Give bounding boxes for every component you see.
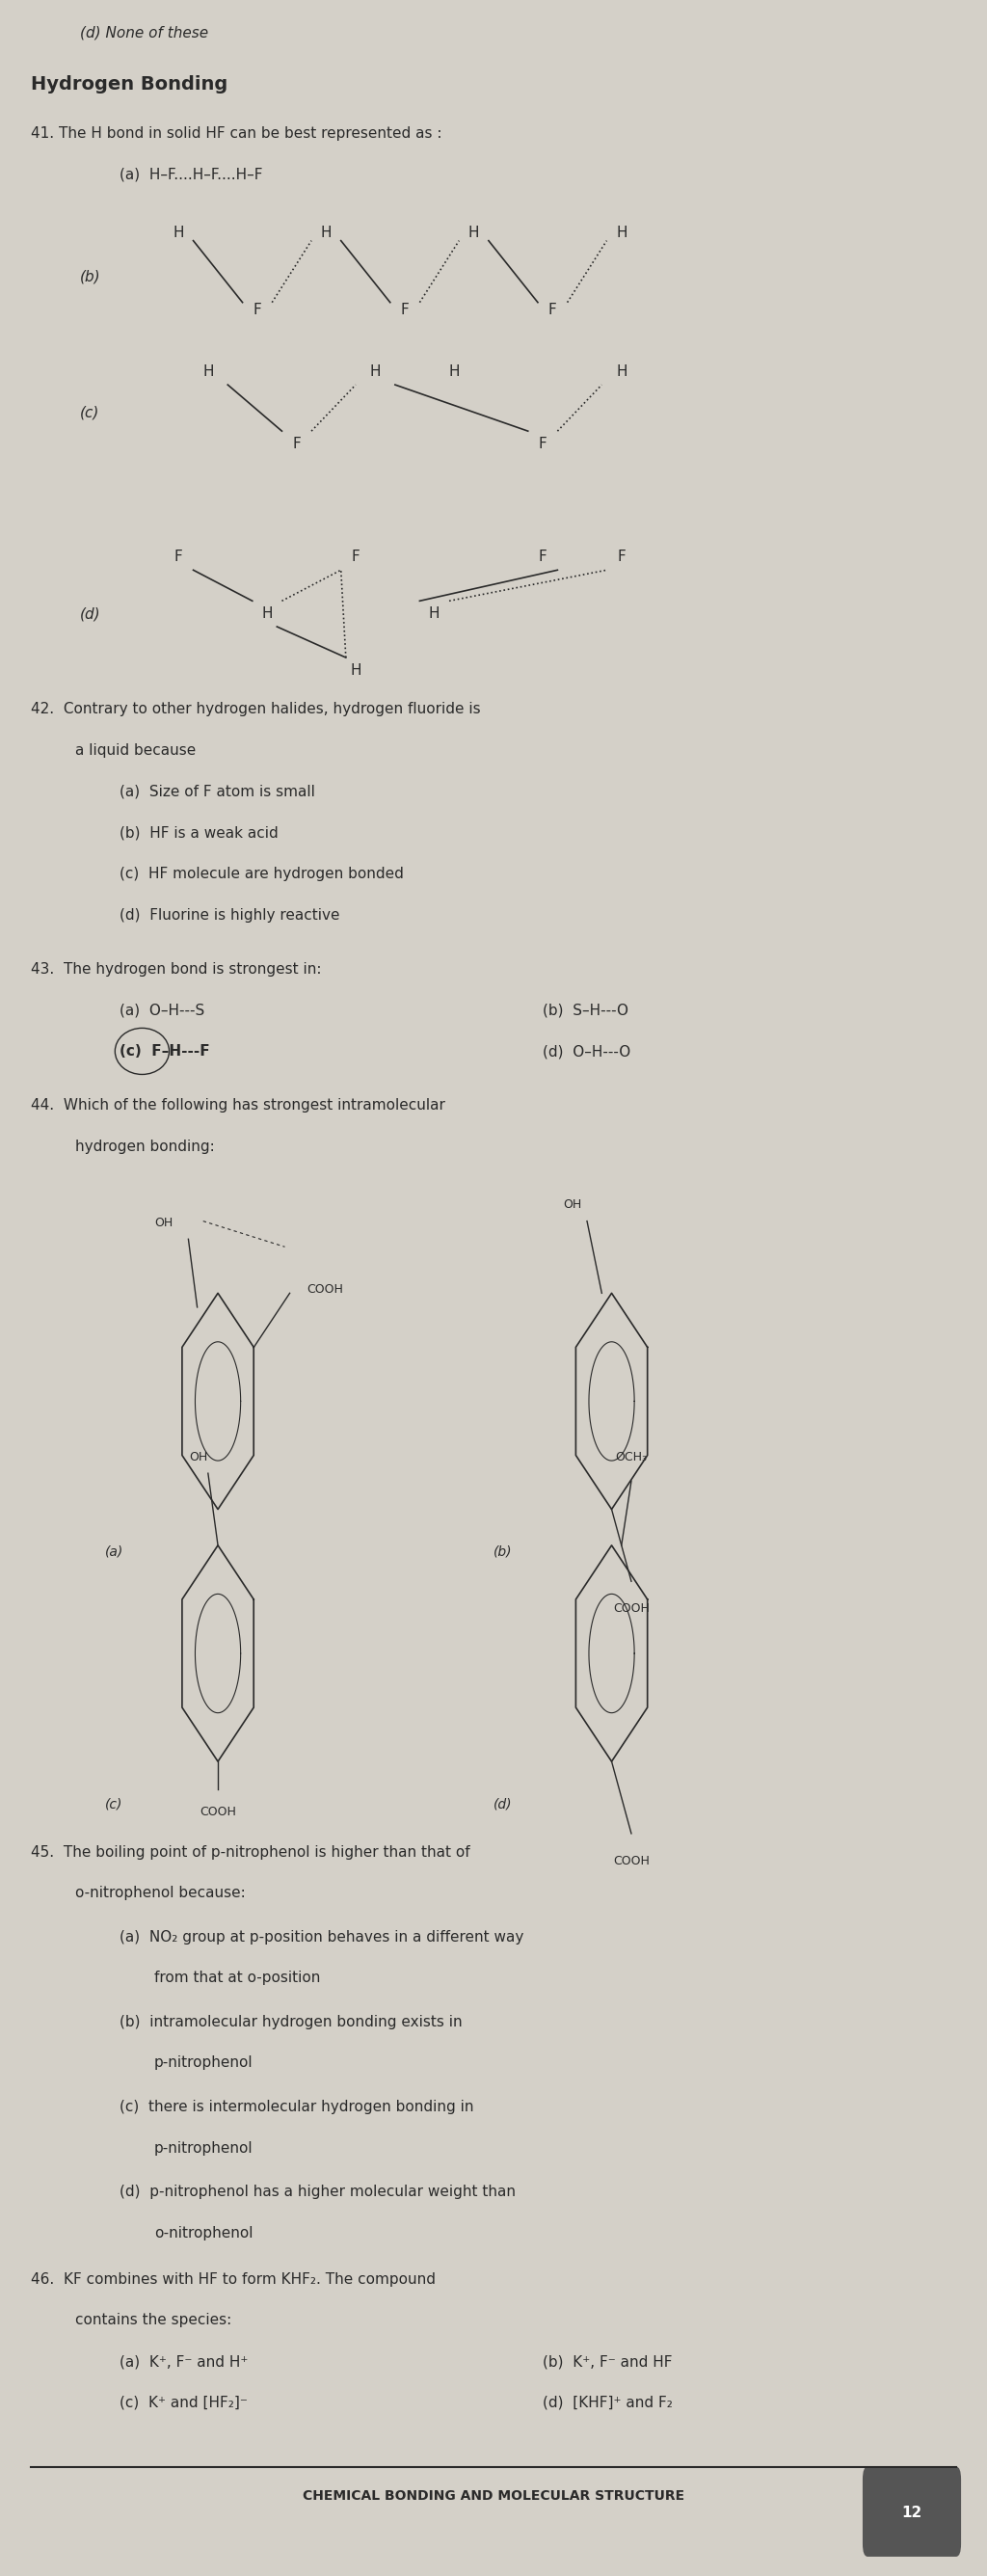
Text: (b): (b) xyxy=(494,1546,512,1558)
Text: H: H xyxy=(321,227,332,240)
Text: hydrogen bonding:: hydrogen bonding: xyxy=(75,1139,215,1154)
Text: from that at o-position: from that at o-position xyxy=(154,1971,320,1986)
Text: H: H xyxy=(350,662,361,677)
Text: a liquid because: a liquid because xyxy=(75,744,195,757)
Text: (d)  O–H---O: (d) O–H---O xyxy=(543,1043,631,1059)
Text: COOH: COOH xyxy=(613,1855,649,1868)
Text: F: F xyxy=(549,304,557,317)
Text: F: F xyxy=(253,304,262,317)
Text: OCH₃: OCH₃ xyxy=(616,1450,647,1463)
Text: (d): (d) xyxy=(80,605,101,621)
Text: (d) None of these: (d) None of these xyxy=(80,26,208,41)
Text: H: H xyxy=(173,227,184,240)
Text: (d)  Fluorine is highly reactive: (d) Fluorine is highly reactive xyxy=(119,909,340,922)
Text: contains the species:: contains the species: xyxy=(75,2313,232,2329)
Text: (a)  Size of F atom is small: (a) Size of F atom is small xyxy=(119,786,315,799)
Text: (a)  NO₂ group at p-position behaves in a different way: (a) NO₂ group at p-position behaves in a… xyxy=(119,1929,524,1945)
Text: H: H xyxy=(370,366,381,379)
Text: 45.  The boiling point of p-nitrophenol is higher than that of: 45. The boiling point of p-nitrophenol i… xyxy=(31,1844,470,1860)
Text: H: H xyxy=(202,366,213,379)
Text: COOH: COOH xyxy=(613,1602,649,1615)
Text: H: H xyxy=(262,605,272,621)
Text: (c)  K⁺ and [HF₂]⁻: (c) K⁺ and [HF₂]⁻ xyxy=(119,2396,248,2411)
Text: F: F xyxy=(351,549,360,564)
Text: 44.  Which of the following has strongest intramolecular: 44. Which of the following has strongest… xyxy=(31,1097,445,1113)
Text: 41. The H bond in solid HF can be best represented as :: 41. The H bond in solid HF can be best r… xyxy=(31,126,442,139)
Text: (d)  p-nitrophenol has a higher molecular weight than: (d) p-nitrophenol has a higher molecular… xyxy=(119,2184,515,2200)
Text: (a): (a) xyxy=(105,1546,123,1558)
FancyBboxPatch shape xyxy=(863,2468,961,2555)
Text: F: F xyxy=(539,438,547,451)
Text: (d)  [KHF]⁺ and F₂: (d) [KHF]⁺ and F₂ xyxy=(543,2396,673,2411)
Text: 43.  The hydrogen bond is strongest in:: 43. The hydrogen bond is strongest in: xyxy=(31,963,322,976)
Text: o-nitrophenol: o-nitrophenol xyxy=(154,2226,253,2241)
Text: OH: OH xyxy=(563,1198,581,1211)
Text: (a)  K⁺, F⁻ and H⁺: (a) K⁺, F⁻ and H⁺ xyxy=(119,2354,248,2370)
Text: H: H xyxy=(616,227,627,240)
Text: F: F xyxy=(175,549,183,564)
Text: (c)  there is intermolecular hydrogen bonding in: (c) there is intermolecular hydrogen bon… xyxy=(119,2099,474,2115)
Text: (a)  H–F....H–F....H–F: (a) H–F....H–F....H–F xyxy=(119,167,263,180)
Text: H: H xyxy=(468,227,480,240)
Text: OH: OH xyxy=(189,1450,207,1463)
Text: H: H xyxy=(616,366,627,379)
Text: 46.  KF combines with HF to form KHF₂. The compound: 46. KF combines with HF to form KHF₂. Th… xyxy=(31,2272,435,2287)
Text: (c)  HF molecule are hydrogen bonded: (c) HF molecule are hydrogen bonded xyxy=(119,868,404,881)
Text: 12: 12 xyxy=(901,2506,922,2519)
Text: p-nitrophenol: p-nitrophenol xyxy=(154,2141,253,2156)
Text: (b)  HF is a weak acid: (b) HF is a weak acid xyxy=(119,827,278,840)
Text: H: H xyxy=(429,605,440,621)
Text: COOH: COOH xyxy=(199,1806,236,1819)
Text: (a)  O–H---S: (a) O–H---S xyxy=(119,1002,204,1018)
Text: (c): (c) xyxy=(105,1798,122,1811)
Text: (b)  S–H---O: (b) S–H---O xyxy=(543,1002,629,1018)
Text: p-nitrophenol: p-nitrophenol xyxy=(154,2056,253,2071)
Text: (b): (b) xyxy=(80,270,101,283)
Text: F: F xyxy=(401,304,410,317)
Text: (c): (c) xyxy=(80,407,100,420)
Text: o-nitrophenol because:: o-nitrophenol because: xyxy=(75,1886,246,1901)
Text: H: H xyxy=(448,366,460,379)
Text: (d): (d) xyxy=(494,1798,512,1811)
Text: (c)  F–H---F: (c) F–H---F xyxy=(119,1043,209,1059)
Text: OH: OH xyxy=(155,1216,173,1229)
Text: F: F xyxy=(539,549,547,564)
Text: F: F xyxy=(292,438,301,451)
Text: (b)  K⁺, F⁻ and HF: (b) K⁺, F⁻ and HF xyxy=(543,2354,672,2370)
Text: (b)  intramolecular hydrogen bonding exists in: (b) intramolecular hydrogen bonding exis… xyxy=(119,2014,462,2030)
Text: COOH: COOH xyxy=(307,1283,343,1296)
Text: 42.  Contrary to other hydrogen halides, hydrogen fluoride is: 42. Contrary to other hydrogen halides, … xyxy=(31,703,481,716)
Text: CHEMICAL BONDING AND MOLECULAR STRUCTURE: CHEMICAL BONDING AND MOLECULAR STRUCTURE xyxy=(303,2488,684,2504)
Text: Hydrogen Bonding: Hydrogen Bonding xyxy=(31,75,228,93)
Text: F: F xyxy=(617,549,626,564)
